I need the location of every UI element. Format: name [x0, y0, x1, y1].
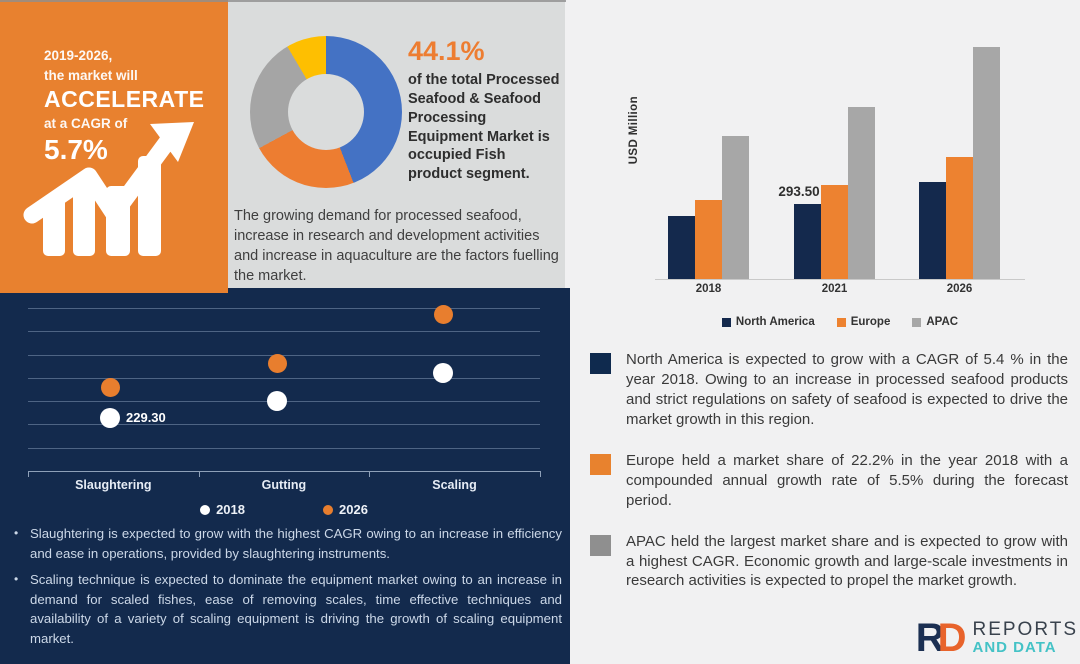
axis-tick: [540, 471, 541, 477]
donut-headline-text: of the total Processed Seafood & Seafood…: [408, 72, 560, 183]
dot-plot-x-axis: [28, 471, 540, 472]
dot-plot-panel: 229.30 Slaughtering Gutting Scaling 2018…: [0, 288, 570, 664]
bar-group-2021: [794, 107, 875, 279]
donut-panel: 44.1% of the total Processed Seafood & S…: [228, 0, 565, 288]
bar-group-2018: [668, 136, 749, 279]
bar-chart-legend: North America Europe APAC: [655, 316, 1025, 328]
dot-2026-slaughtering: [100, 377, 120, 397]
gridline: [28, 308, 540, 309]
regional-section: USD Million 293.50 2018 2021 2026 North …: [570, 0, 1080, 664]
bar-chart-y-axis-label: USD Million: [628, 96, 640, 165]
reports-and-data-logo: R D REPORTS AND DATA: [916, 618, 1078, 658]
note-europe: Europe held a market share of 22.2% in t…: [590, 451, 1068, 511]
tick-2026: 2026: [946, 283, 973, 295]
dot-plot-category-labels: Slaughtering Gutting Scaling: [28, 478, 540, 492]
category-slaughtering: Slaughtering: [75, 478, 152, 492]
dot-2018-gutting: [267, 391, 287, 412]
legend-item-north-america: North America: [721, 316, 815, 328]
swatch-apac: [590, 534, 611, 556]
growth-arrow-icon: [18, 118, 218, 270]
bullet-marker: •: [14, 572, 19, 587]
legend-label-europe: Europe: [850, 316, 891, 328]
promo-line-2: the market will: [44, 67, 138, 83]
bar-apac-2021: [848, 107, 875, 279]
legend-swatch-europe: [836, 317, 846, 327]
bar-north-america-2021: [794, 204, 821, 279]
promo-line-years: 2019-2026,: [44, 48, 113, 63]
note-apac-text: APAC held the largest market share and i…: [626, 532, 1068, 590]
dot-2026-scaling: [433, 305, 453, 325]
dot-plot-legend: 2018 2026: [28, 502, 540, 517]
logo-d-glyph: D: [937, 616, 967, 660]
axis-tick: [198, 471, 200, 477]
bar-europe-2026: [946, 157, 973, 279]
gridline: [28, 447, 540, 449]
logo-line-reports: REPORTS: [972, 618, 1078, 640]
legend-dot-2018: [200, 504, 211, 515]
gridline: [28, 377, 540, 379]
donut-panel-body: The growing demand for processed seafood…: [234, 208, 559, 284]
bar-europe-2021: [821, 185, 848, 279]
promo-text: 2019-2026, the market will ACCELERATE at…: [44, 46, 204, 167]
bar-data-label: 293.50: [778, 184, 820, 200]
bar-europe-2018: [695, 200, 722, 279]
top-border-strip: [0, 0, 566, 2]
bar-north-america-2026: [919, 182, 946, 279]
axis-tick: [369, 471, 371, 477]
dot-2018-slaughtering: [100, 407, 120, 428]
promo-line-cagr: at a CAGR of: [44, 115, 128, 131]
dot-plot-notes: • Slaughtering is expected to grow with …: [14, 524, 562, 655]
donut-headline-value: 44.1%: [408, 36, 485, 66]
swatch-north-america: [590, 353, 611, 374]
legend-label-2018: 2018: [216, 502, 245, 517]
category-scaling: Scaling: [432, 478, 477, 492]
note-apac: APAC held the largest market share and i…: [590, 532, 1068, 592]
bar-chart: 293.50: [655, 24, 1025, 280]
legend-item-2026: 2026: [323, 502, 368, 517]
legend-swatch-north-america: [721, 317, 731, 327]
logo-wordmark: REPORTS AND DATA: [972, 618, 1078, 657]
logo-line-and-data: AND DATA: [972, 639, 1057, 657]
legend-item-apac: APAC: [912, 316, 958, 328]
tick-2018: 2018: [695, 283, 722, 295]
dot-data-label: 229.30: [126, 409, 166, 425]
note-slaughtering: • Slaughtering is expected to grow with …: [14, 524, 562, 563]
tick-2021: 2021: [821, 283, 848, 295]
swatch-europe: [590, 453, 611, 475]
legend-item-2018: 2018: [200, 502, 245, 517]
note-north-america: North America is expected to grow with a…: [590, 350, 1068, 430]
note-scaling: • Scaling technique is expected to domin…: [14, 570, 562, 648]
legend-dot-2026: [323, 504, 333, 515]
bullet-marker: •: [14, 526, 19, 540]
gridline: [28, 331, 540, 333]
donut-chart: [250, 36, 402, 188]
donut-headline: 44.1% of the total Processed Seafood & S…: [408, 36, 560, 184]
dot-2026-gutting: [267, 354, 287, 374]
bar-apac-2026: [973, 47, 1000, 279]
bar-north-america-2018: [668, 216, 695, 279]
note-slaughtering-text: Slaughtering is expected to grow with th…: [30, 526, 562, 561]
promo-box: 2019-2026, the market will ACCELERATE at…: [0, 0, 228, 293]
dot-plot: 229.30: [28, 298, 541, 488]
legend-swatch-apac: [912, 317, 922, 327]
legend-label-apac: APAC: [926, 316, 959, 328]
legend-item-europe: Europe: [836, 316, 891, 328]
bar-apac-2018: [722, 136, 749, 279]
note-europe-text: Europe held a market share of 22.2% in t…: [626, 451, 1068, 509]
promo-cagr-value: 5.7%: [44, 134, 108, 166]
legend-label-2026: 2026: [339, 502, 368, 517]
axis-tick: [28, 471, 29, 477]
regional-notes: North America is expected to grow with a…: [590, 350, 1068, 612]
category-gutting: Gutting: [261, 478, 307, 492]
note-north-america-text: North America is expected to grow with a…: [626, 351, 1068, 428]
promo-line-accelerate: ACCELERATE: [44, 86, 205, 113]
gridline: [28, 354, 540, 356]
note-scaling-text: Scaling technique is expected to dominat…: [30, 572, 562, 646]
logo-r-glyph: R: [915, 616, 945, 660]
bar-group-2026: [919, 47, 1000, 279]
legend-label-north-america: North America: [735, 316, 815, 328]
dot-2018-scaling: [433, 363, 453, 384]
gridline: [28, 424, 540, 426]
